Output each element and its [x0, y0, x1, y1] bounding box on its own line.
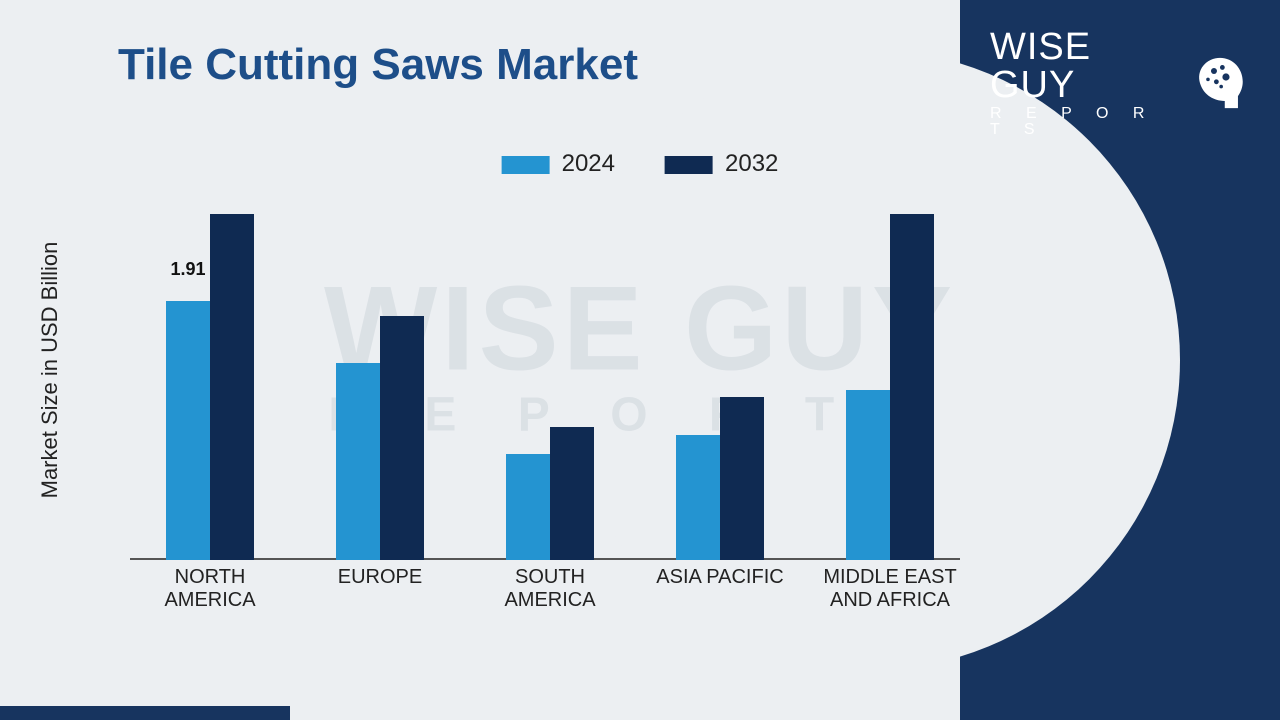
plot-area: 1.91NORTH AMERICA EUROPE SOUTH AMERICA ASIA… — [130, 180, 960, 560]
chart-area: Market Size in USD Billion 1.91NORTH AME… — [60, 150, 960, 590]
logo-sub: R E P O R T S — [990, 106, 1184, 138]
bar-2032 — [720, 397, 764, 560]
head-icon — [1190, 47, 1250, 119]
accent-bar — [0, 706, 290, 720]
category-label: MIDDLE EAST AND AFRICA — [810, 560, 970, 612]
bar-2024 — [336, 363, 380, 560]
bar-2024 — [166, 301, 210, 560]
bar-value-label: 1.91 — [170, 259, 205, 280]
bar-2024 — [846, 390, 890, 560]
bar-group: ASIA PACIFIC — [660, 180, 780, 560]
bar-group: 1.91NORTH AMERICA — [150, 180, 270, 560]
category-label: ASIA PACIFIC — [640, 560, 800, 589]
bar-2032 — [210, 214, 254, 560]
bar-2032 — [550, 427, 594, 560]
bar-2024 — [676, 435, 720, 560]
category-label: EUROPE — [300, 560, 460, 589]
category-label: SOUTH AMERICA — [470, 560, 630, 612]
category-label: NORTH AMERICA — [130, 560, 290, 612]
bar-2024 — [506, 454, 550, 560]
brand-logo: WISE GUY R E P O R T S — [990, 28, 1250, 138]
bar-2032 — [890, 214, 934, 560]
chart-title: Tile Cutting Saws Market — [118, 40, 638, 90]
bar-2032 — [380, 316, 424, 560]
bar-group: MIDDLE EAST AND AFRICA — [830, 180, 950, 560]
y-axis-label: Market Size in USD Billion — [37, 242, 63, 499]
bar-group: EUROPE — [320, 180, 440, 560]
bar-group: SOUTH AMERICA — [490, 180, 610, 560]
logo-main: WISE GUY — [990, 28, 1184, 104]
